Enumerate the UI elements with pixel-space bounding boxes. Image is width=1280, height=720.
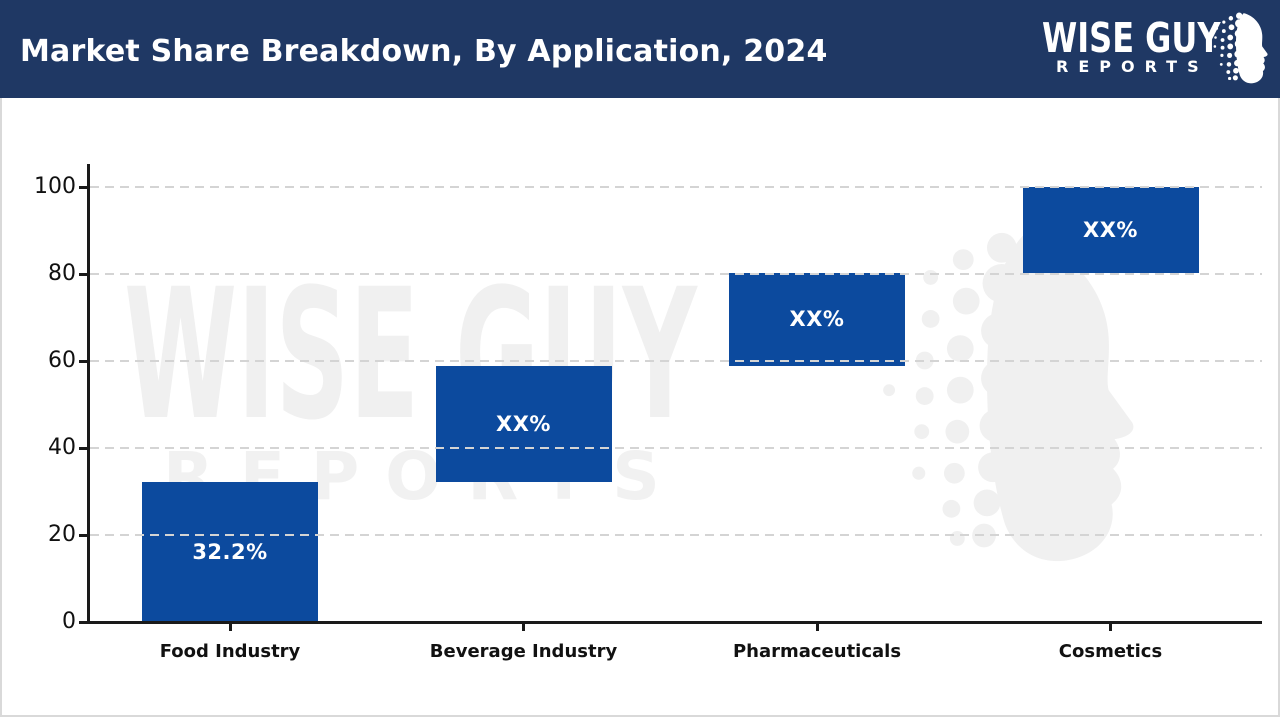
y-axis-tick (79, 620, 88, 624)
y-axis-tick (79, 185, 88, 189)
frame-border-left (0, 98, 2, 717)
x-category-label: Beverage Industry (429, 641, 618, 662)
x-axis-tick (815, 624, 819, 631)
bar-beverage-industry: XX% (435, 366, 612, 482)
frame-border-right (1278, 98, 1280, 717)
gridline-80 (90, 273, 1262, 275)
gridline-60 (90, 360, 1262, 362)
y-tick-label: 60 (48, 348, 76, 373)
chart-title: Market Share Breakdown, By Application, … (20, 34, 828, 69)
gridline-100 (90, 186, 1262, 188)
y-axis-tick (79, 272, 88, 276)
logo-subtext: REPORTS (1056, 57, 1209, 76)
gridline-20 (90, 534, 1262, 536)
x-category-label: Food Industry (159, 641, 301, 662)
bar-value-label: XX% (1083, 217, 1138, 242)
y-axis-tick (79, 446, 88, 450)
bar-cosmetics: XX% (1022, 187, 1199, 273)
logo-head-icon (1204, 6, 1268, 92)
y-tick-label: 0 (62, 609, 76, 634)
gridline-40 (90, 447, 1262, 449)
header-bar: Market Share Breakdown, By Application, … (0, 0, 1280, 98)
y-tick-label: 20 (48, 522, 76, 547)
bar-food-industry: 32.2% (142, 481, 318, 622)
x-category-label: Pharmaceuticals (732, 641, 902, 662)
logo-wordmark: WISE GUY (1042, 14, 1221, 62)
y-axis-tick (79, 359, 88, 363)
y-tick-label: 100 (34, 174, 76, 199)
x-axis-tick (522, 624, 525, 631)
bar-value-label: 32.2% (192, 539, 268, 564)
x-axis-spine (87, 621, 1262, 624)
x-axis-tick (1109, 624, 1112, 631)
x-axis-tick (228, 624, 232, 631)
y-tick-label: 80 (48, 261, 76, 286)
y-tick-label: 40 (48, 435, 76, 460)
x-category-label: Cosmetics (1058, 641, 1163, 662)
bar-value-label: XX% (789, 307, 845, 332)
bar-pharmaceuticals: XX% (729, 272, 905, 367)
y-axis-tick (79, 533, 88, 537)
y-axis-spine (87, 164, 90, 624)
frame-border-bottom (0, 715, 1280, 717)
bar-value-label: XX% (496, 412, 551, 437)
